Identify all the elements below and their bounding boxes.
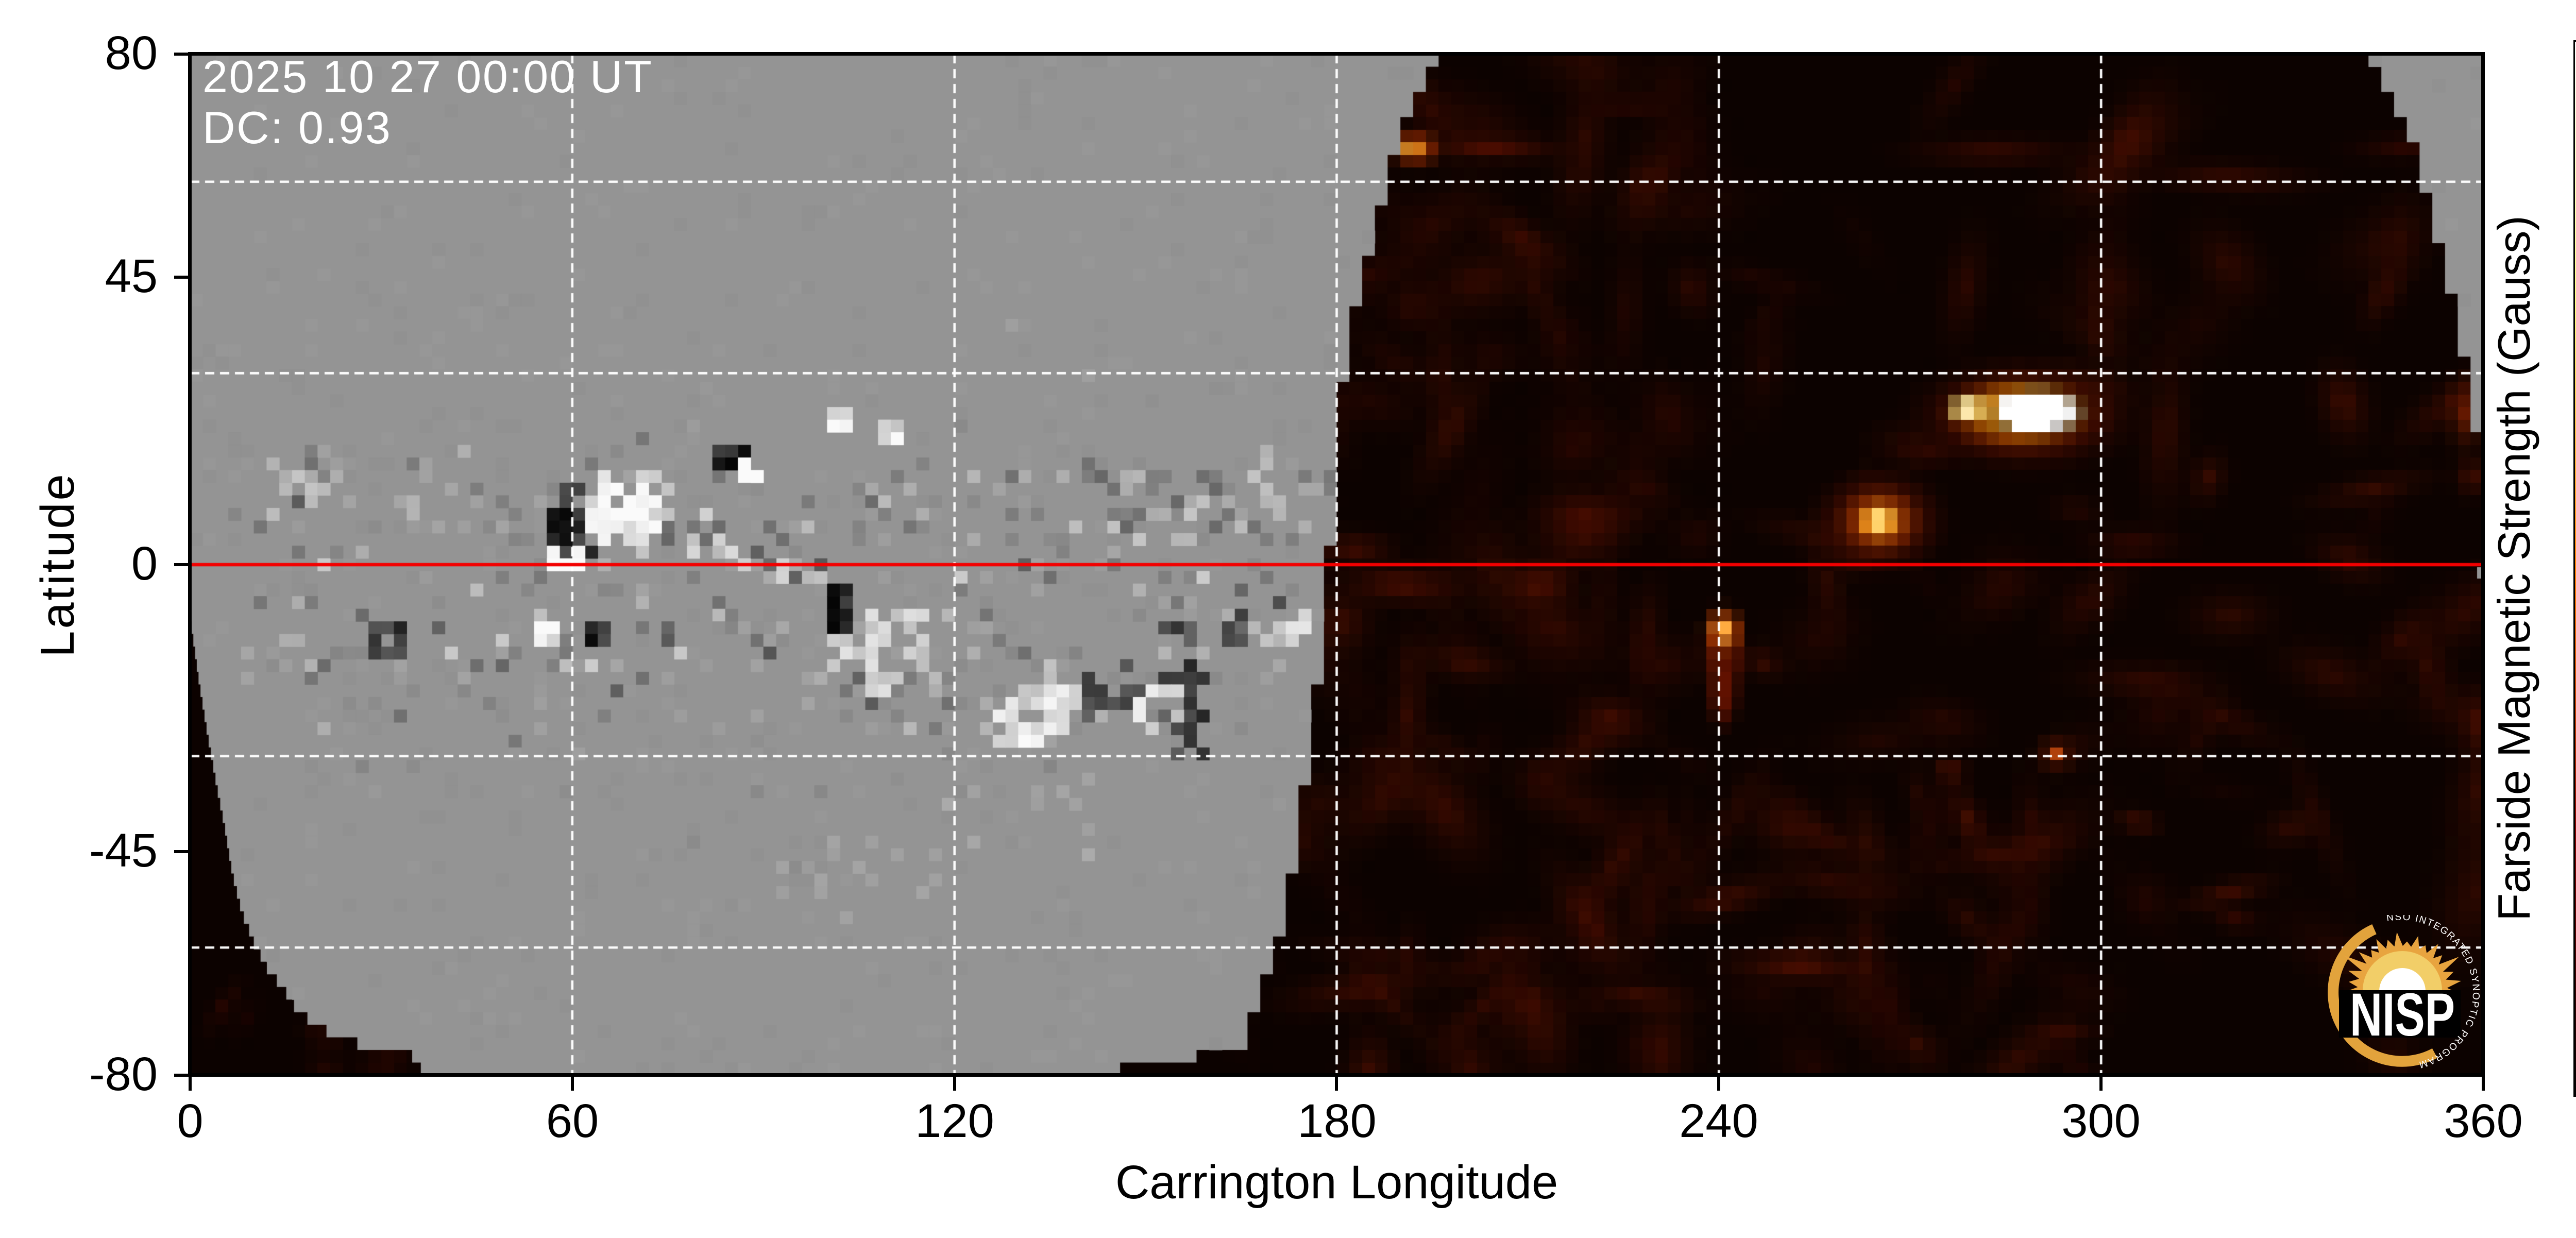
svg-text:NISP: NISP: [2350, 981, 2455, 1049]
